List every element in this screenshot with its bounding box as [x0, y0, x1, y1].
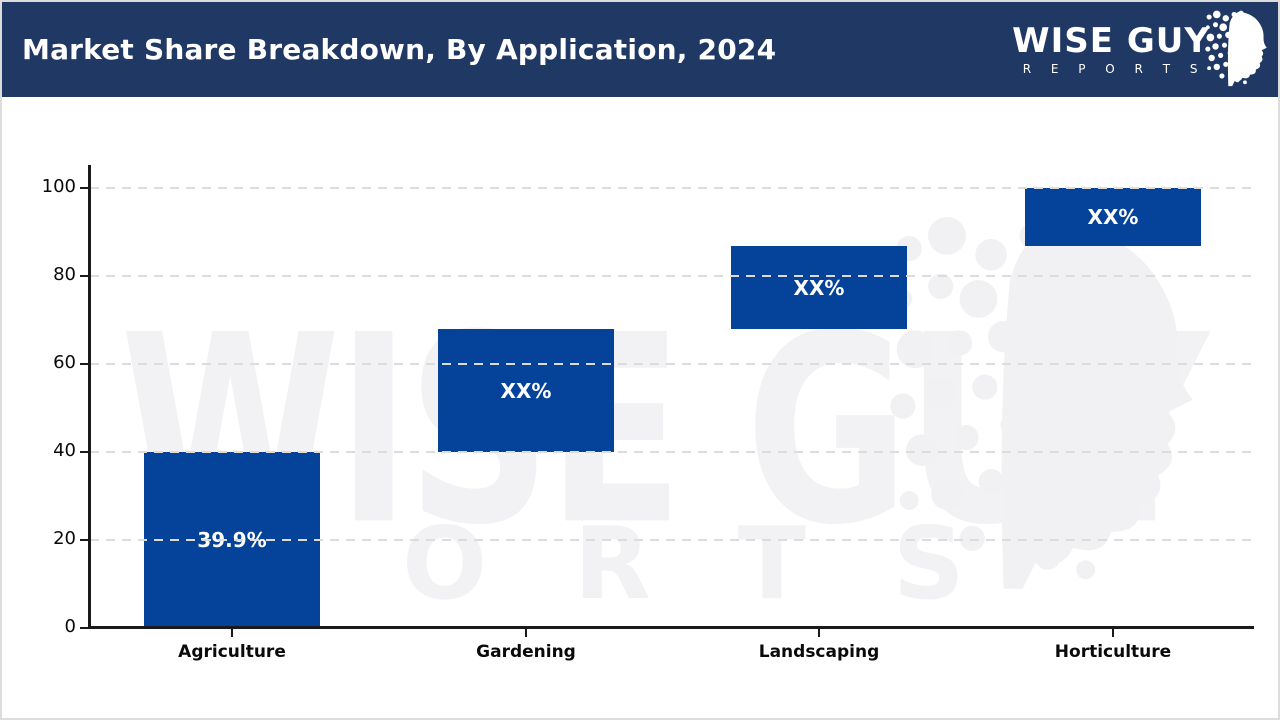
gridline [90, 451, 1254, 453]
gridline [90, 539, 1254, 541]
y-tick-label: 80 [53, 264, 76, 285]
report-header: Market Share Breakdown, By Application, … [2, 2, 1278, 97]
x-tick-label: Gardening [476, 642, 576, 662]
x-tick-mark [1112, 629, 1114, 637]
x-tick-mark [231, 629, 233, 637]
logo-face-icon [1205, 10, 1267, 86]
y-tick-mark [80, 539, 88, 541]
bar-horticulture: XX% [1025, 188, 1201, 247]
gridline [90, 363, 1254, 365]
bar-value-label: XX% [500, 378, 552, 403]
y-tick-mark [80, 451, 88, 453]
logo-subtext: R E P O R T S [1022, 61, 1206, 76]
y-tick-label: 0 [64, 616, 76, 637]
x-tick-label: Horticulture [1054, 642, 1172, 662]
bar-gardening: XX% [438, 329, 614, 453]
y-tick-mark [80, 627, 88, 629]
bar-landscaping: XX% [731, 246, 907, 330]
chart-title: Market Share Breakdown, By Application, … [22, 33, 777, 66]
x-tick-mark [525, 629, 527, 637]
wiseguy-logo: WISE GUY R E P O R T S [1012, 10, 1268, 88]
y-tick-label: 20 [53, 528, 76, 549]
y-axis [88, 165, 91, 629]
y-tick-mark [80, 363, 88, 365]
y-tick-label: 40 [53, 440, 76, 461]
x-tick-label: Agriculture [178, 642, 286, 662]
gridline [90, 275, 1254, 277]
y-tick-label: 100 [41, 176, 76, 197]
x-tick-mark [818, 629, 820, 637]
x-tick-label: Landscaping [758, 642, 880, 662]
bar-value-label: XX% [793, 275, 845, 300]
watermark-subtext: P O R T S [242, 505, 991, 622]
y-tick-label: 60 [53, 352, 76, 373]
bar-value-label: XX% [1087, 205, 1139, 230]
logo-brand-text: WISE GUY [1012, 20, 1210, 61]
x-axis [88, 626, 1254, 629]
logo-wordmark: WISE GUY R E P O R T S [1012, 24, 1210, 76]
gridline [90, 187, 1254, 189]
y-tick-mark [80, 187, 88, 189]
y-tick-mark [80, 275, 88, 277]
